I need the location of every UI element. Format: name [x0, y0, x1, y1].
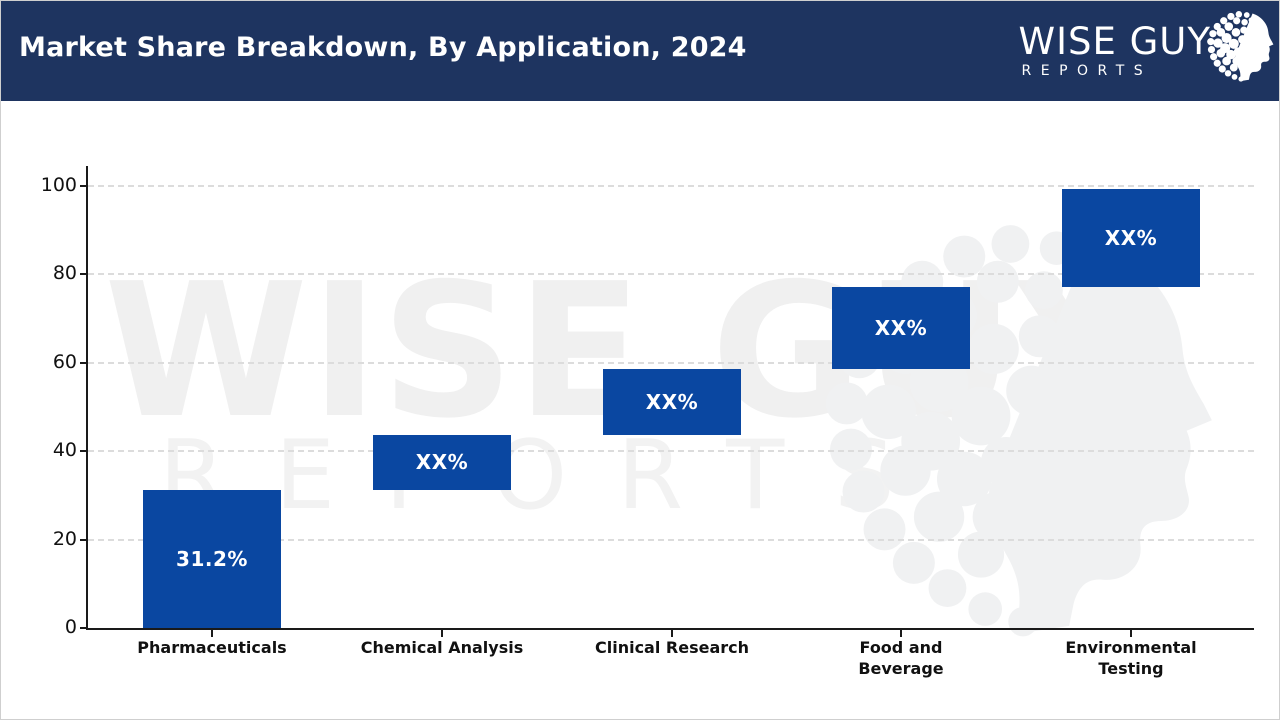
category-label-food-and-beverage: Food and Beverage — [858, 638, 944, 678]
bar-value-label-environmental-testing: XX% — [1104, 225, 1158, 250]
bar-chemical-analysis: XX% — [373, 434, 511, 491]
logo-subtext: REPORTS — [1021, 63, 1153, 79]
x-tickmark-environmental-testing — [1130, 630, 1132, 637]
y-tick-label-0: 0 — [64, 616, 77, 638]
y-tick-label-20: 20 — [52, 527, 77, 550]
y-tickmark-40 — [80, 450, 88, 453]
y-tickmark-100 — [80, 185, 88, 187]
watermark-subtext: REPORTS — [159, 421, 945, 531]
page-title: Market Share Breakdown, By Application, … — [19, 31, 747, 63]
y-tickmark-80 — [80, 273, 88, 276]
y-tickmark-20 — [80, 538, 88, 541]
logo-face-icon — [1207, 11, 1274, 82]
bar-value-label-chemical-analysis: XX% — [415, 450, 469, 475]
x-tickmark-pharmaceuticals — [211, 630, 213, 637]
y-tick-label-80: 80 — [52, 262, 77, 285]
gridline-80 — [88, 273, 1254, 276]
y-axis-line — [86, 166, 88, 630]
gridline-60 — [88, 361, 1254, 364]
category-label-chemical-analysis: Chemical Analysis — [360, 638, 524, 657]
x-tickmark-food-and-beverage — [900, 630, 902, 637]
header: Market Share Breakdown, By Application, … — [1, 1, 1279, 101]
category-label-pharmaceuticals: Pharmaceuticals — [137, 638, 287, 657]
bar-value-label-pharmaceuticals: 31.2% — [176, 547, 248, 572]
category-label-environmental-testing: Environmental Testing — [1065, 638, 1197, 678]
bar-clinical-research: XX% — [603, 369, 741, 435]
x-tickmark-chemical-analysis — [441, 630, 443, 637]
y-tick-label-100: 100 — [40, 174, 77, 196]
gridline-20 — [88, 538, 1254, 541]
gridline-40 — [88, 450, 1254, 453]
x-axis-line — [86, 628, 1254, 630]
category-label-clinical-research: Clinical Research — [594, 638, 750, 657]
y-tickmark-0 — [80, 627, 88, 629]
x-tickmark-clinical-research — [671, 630, 673, 637]
gridline-100 — [88, 185, 1254, 187]
logo-wordmark: WISE GUY — [1018, 20, 1211, 63]
y-tick-label-40: 40 — [52, 439, 77, 462]
y-tickmark-60 — [80, 361, 88, 364]
bar-pharmaceuticals: 31.2% — [143, 490, 281, 628]
y-tick-label-60: 60 — [52, 350, 77, 373]
wise-guy-logo: WISE GUY REPORTS — [1019, 10, 1277, 92]
bar-value-label-food-and-beverage: XX% — [874, 316, 928, 341]
logo-text: WISE GUY REPORTS — [1019, 23, 1211, 79]
bar-value-label-clinical-research: XX% — [645, 390, 699, 415]
bar-environmental-testing: XX% — [1062, 189, 1200, 287]
bar-food-and-beverage: XX% — [832, 286, 970, 370]
